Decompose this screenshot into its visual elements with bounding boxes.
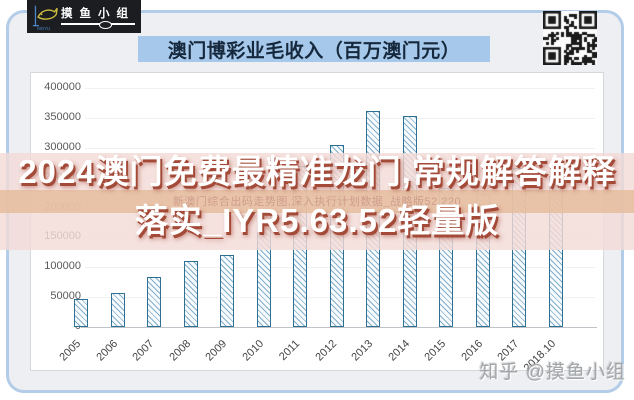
overlay-line-2: 落实_IYR5.63.52轻量版	[134, 202, 500, 239]
brand-oval	[99, 21, 112, 29]
brand-underline	[61, 21, 135, 29]
overlay-stripe	[0, 190, 634, 213]
overlay-watermark-line: 新澳门综合出码走势图,深入执行计划数据_战略版52.220	[172, 196, 462, 208]
fish-icon: MOYU	[32, 5, 58, 31]
y-tick-label: 300000	[44, 140, 81, 153]
y-tick-label: 400000	[44, 81, 81, 93]
overlay-line-1: 2024澳门免费最精准龙门,常规解答解释	[18, 153, 616, 190]
promo-overlay: 2024澳门免费最精准龙门,常规解答解释 新澳门综合出码走势图,深入执行计划数据…	[0, 153, 634, 250]
chart-title: 澳门博彩业毛收入（百万澳门元）	[138, 36, 490, 62]
y-tick-label: 100000	[44, 260, 81, 273]
qr-code	[543, 11, 597, 65]
bar-2008	[183, 261, 198, 327]
x-axis-line	[81, 327, 597, 328]
bar-2009	[220, 255, 234, 327]
y-tick-label: 50000	[50, 290, 81, 303]
bar-2006	[110, 292, 125, 327]
brand-name: 摸鱼小组	[61, 8, 135, 20]
zhihu-watermark: 知乎 @摸鱼小组	[479, 362, 626, 383]
y-tick-label: 350000	[44, 110, 81, 123]
gridline	[85, 117, 595, 119]
logo-text: 摸鱼小组	[61, 8, 136, 29]
gridline	[85, 88, 595, 89]
svg-text:MOYU: MOYU	[37, 26, 50, 31]
logo-box: MOYU 摸鱼小组	[27, 0, 141, 33]
bar-2007	[147, 276, 161, 327]
bar-2005	[74, 298, 88, 327]
